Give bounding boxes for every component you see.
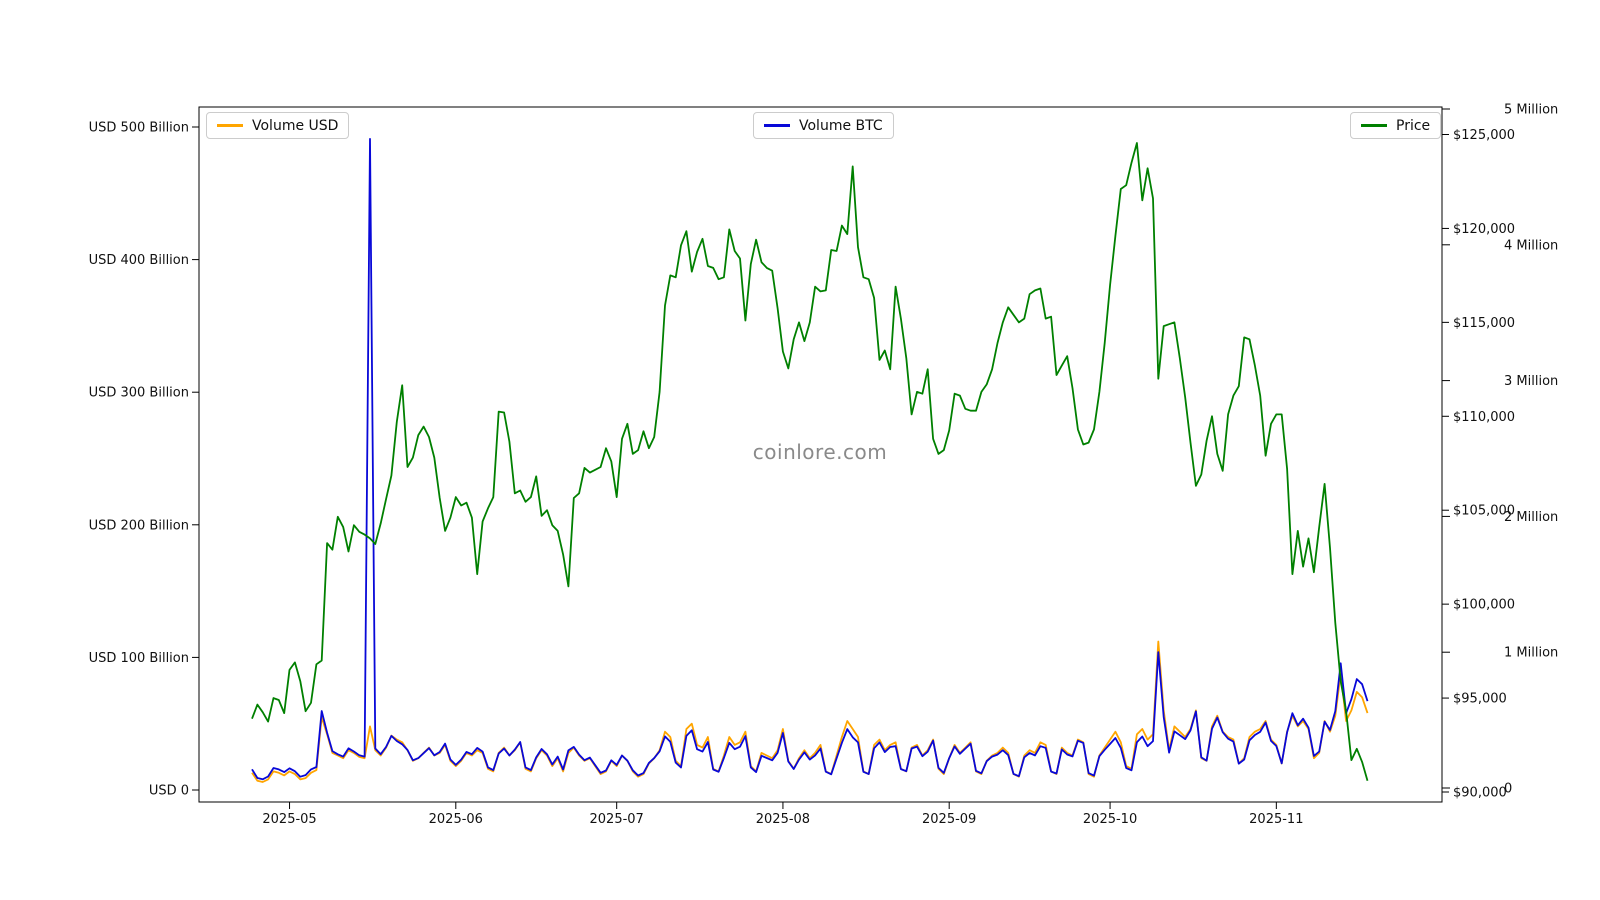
y-axis-left-tick-label: USD 0 xyxy=(149,784,189,799)
y-axis-million-tick-label: 5 Million xyxy=(1504,103,1558,118)
y-axis-price-tick-label: $120,000 xyxy=(1453,222,1515,237)
price-line xyxy=(251,142,1369,781)
volume-usd-line xyxy=(251,640,1369,783)
y-axis-price-tick-label: $110,000 xyxy=(1453,410,1515,425)
x-axis-tick-label: 2025-05 xyxy=(262,812,316,827)
y-axis-left-tick-label: USD 200 Billion xyxy=(89,518,189,533)
legend-swatch-price xyxy=(1361,124,1387,127)
y-axis-left-tick-label: USD 500 Billion xyxy=(89,121,189,136)
y-axis-price-tick-label: $125,000 xyxy=(1453,128,1515,143)
watermark: coinlore.com xyxy=(752,440,888,464)
y-axis-million-tick-label: 2 Million xyxy=(1504,510,1558,525)
y-axis-price-tick-label: $95,000 xyxy=(1453,692,1507,707)
y-axis-price-tick-label: $115,000 xyxy=(1453,316,1515,331)
legend-volume-usd: Volume USD xyxy=(206,112,350,139)
y-axis-left-tick-label: USD 400 Billion xyxy=(89,253,189,268)
x-axis-tick-label: 2025-09 xyxy=(922,812,976,827)
y-axis-left-tick-label: USD 300 Billion xyxy=(89,386,189,401)
volume-btc-line xyxy=(251,137,1369,781)
legend-swatch-volume-btc xyxy=(764,124,790,127)
x-axis-tick-label: 2025-08 xyxy=(756,812,810,827)
y-axis-million-tick-label: 4 Million xyxy=(1504,238,1558,253)
x-axis-tick-label: 2025-11 xyxy=(1249,812,1303,827)
x-axis-tick-label: 2025-07 xyxy=(590,812,644,827)
legend-label-volume-btc: Volume BTC xyxy=(799,117,883,134)
y-axis-price-tick-label: $100,000 xyxy=(1453,598,1515,613)
y-axis-million-tick-label: 3 Million xyxy=(1504,374,1558,389)
x-axis-tick-label: 2025-06 xyxy=(429,812,483,827)
x-axis-tick-label: 2025-10 xyxy=(1083,812,1137,827)
y-axis-price-tick-label: $105,000 xyxy=(1453,504,1515,519)
y-axis-left-tick-label: USD 100 Billion xyxy=(89,651,189,666)
legend-label-price: Price xyxy=(1396,117,1431,134)
legend-volume-btc: Volume BTC xyxy=(753,112,894,139)
y-axis-million-tick-label: 0 xyxy=(1504,782,1512,797)
plot-area xyxy=(198,106,1443,803)
y-axis-million-tick-label: 1 Million xyxy=(1504,646,1558,661)
y-axis-price-tick-label: $90,000 xyxy=(1453,786,1507,801)
legend-label-volume-usd: Volume USD xyxy=(252,117,339,134)
legend-price: Price xyxy=(1350,112,1442,139)
legend-swatch-volume-usd xyxy=(217,124,243,127)
